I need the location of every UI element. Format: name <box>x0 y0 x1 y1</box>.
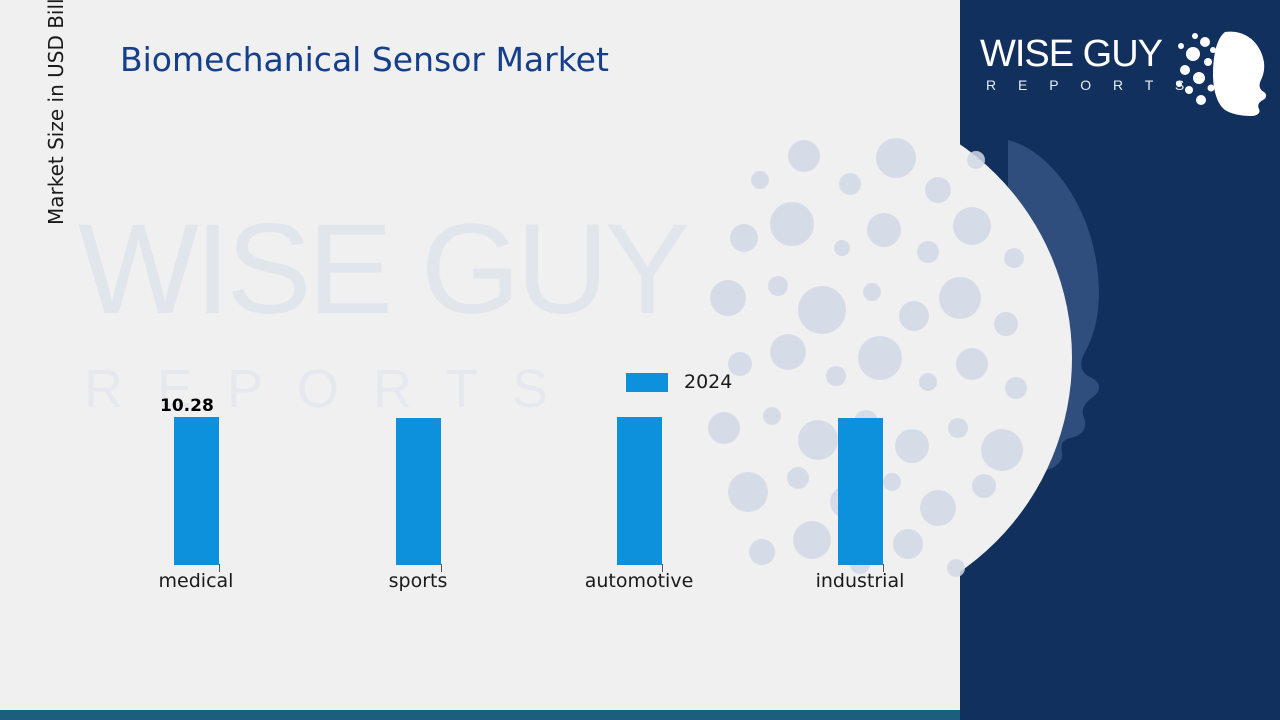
bar-automotive[interactable] <box>617 417 662 565</box>
logo-subtitle: R E P O R T S <box>986 77 1194 93</box>
logo-face-icon <box>1165 28 1270 120</box>
category-label-automotive: automotive <box>584 570 694 592</box>
footer-strip-navy <box>960 710 1280 720</box>
plot-area: Market Size in USD Billion medical 10.28 s… <box>44 0 905 592</box>
bar-medical[interactable] <box>174 417 219 565</box>
axis-tick-industrial <box>883 564 884 572</box>
axis-tick-sports <box>441 564 442 572</box>
chart-title: Biomechanical Sensor Market <box>120 40 609 79</box>
legend-swatch-2024 <box>626 372 668 392</box>
axis-tick-automotive <box>662 564 663 572</box>
axis-tick-medical <box>219 564 220 572</box>
bar-sports[interactable] <box>396 418 441 565</box>
legend-label-2024: 2024 <box>684 371 733 393</box>
bar-industrial[interactable] <box>838 418 883 565</box>
bars-layer: medical 10.28 sports automotive industrial <box>158 396 905 592</box>
chart-legend: 2024 <box>626 371 732 393</box>
footer-strip-teal <box>0 710 960 720</box>
category-label-sports: sports <box>388 570 448 592</box>
value-label-medical: 10.28 <box>160 396 214 416</box>
brand-logo: WISE GUY R E P O R T S <box>980 31 1270 120</box>
logo-wordmark: WISE GUY <box>980 33 1163 75</box>
category-label-industrial: industrial <box>815 570 905 592</box>
category-label-medical: medical <box>158 570 234 592</box>
